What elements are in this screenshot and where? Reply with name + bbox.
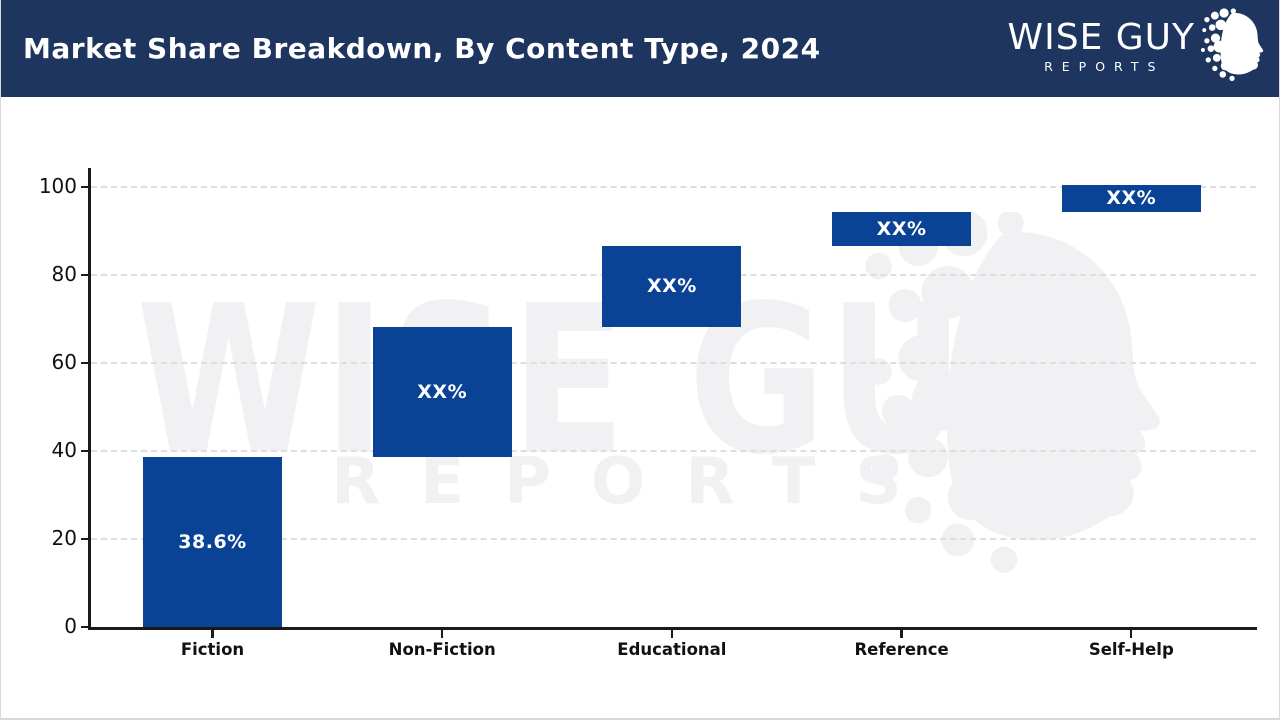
gridline <box>91 186 1256 188</box>
gridline <box>91 538 1256 540</box>
brand-logo: WISE GUY REPORTS <box>1008 6 1266 86</box>
x-tick-label: Non-Fiction <box>388 640 496 659</box>
y-tick-label: 100 <box>38 174 77 198</box>
y-tick <box>81 538 91 541</box>
x-tick-label: Self-Help <box>1088 640 1174 659</box>
y-tick-label: 40 <box>51 438 77 462</box>
bar-label: 38.6% <box>178 531 247 554</box>
bar-label: XX% <box>646 275 697 298</box>
x-tick-label: Educational <box>617 640 727 659</box>
x-tick-label: Reference <box>854 640 949 659</box>
y-axis <box>88 168 91 630</box>
brand-logo-text: WISE GUY REPORTS <box>1008 18 1196 74</box>
watermark-face-icon <box>848 212 1160 573</box>
y-tick-label: 0 <box>64 614 77 638</box>
bar-self-help: XX% <box>1061 184 1201 213</box>
x-tick <box>441 630 444 638</box>
y-tick <box>81 626 91 629</box>
bar-label: XX% <box>876 218 927 241</box>
bar-label: XX% <box>1106 187 1157 210</box>
y-tick-label: 20 <box>51 526 77 550</box>
y-tick-label: 80 <box>51 262 77 286</box>
x-tick <box>900 630 903 638</box>
y-tick <box>81 362 91 365</box>
bar-fiction: 38.6% <box>143 457 282 627</box>
bar-non-fiction: XX% <box>372 326 512 458</box>
gridline <box>91 450 1256 452</box>
x-tick <box>670 630 674 638</box>
brand-face-icon <box>1200 8 1264 81</box>
gridline <box>91 362 1256 364</box>
watermark-text-2: REPORTS <box>331 445 942 519</box>
bar-label: XX% <box>417 381 468 404</box>
page-title: Market Share Breakdown, By Content Type,… <box>23 32 821 65</box>
y-tick <box>81 274 91 277</box>
header-bar: Market Share Breakdown, By Content Type,… <box>1 0 1279 97</box>
bar-reference: XX% <box>832 212 972 246</box>
x-tick <box>211 630 214 638</box>
bar-educational: XX% <box>602 245 742 327</box>
brand-logo-wiseguy: WISE GUY <box>1007 17 1195 59</box>
y-tick <box>81 450 91 453</box>
y-tick-label: 60 <box>51 350 77 374</box>
x-tick <box>1130 630 1133 638</box>
brand-logo-reports: REPORTS <box>1044 58 1165 74</box>
y-tick <box>81 186 91 189</box>
x-tick-label: Fiction <box>180 640 245 659</box>
x-axis <box>88 627 1257 630</box>
